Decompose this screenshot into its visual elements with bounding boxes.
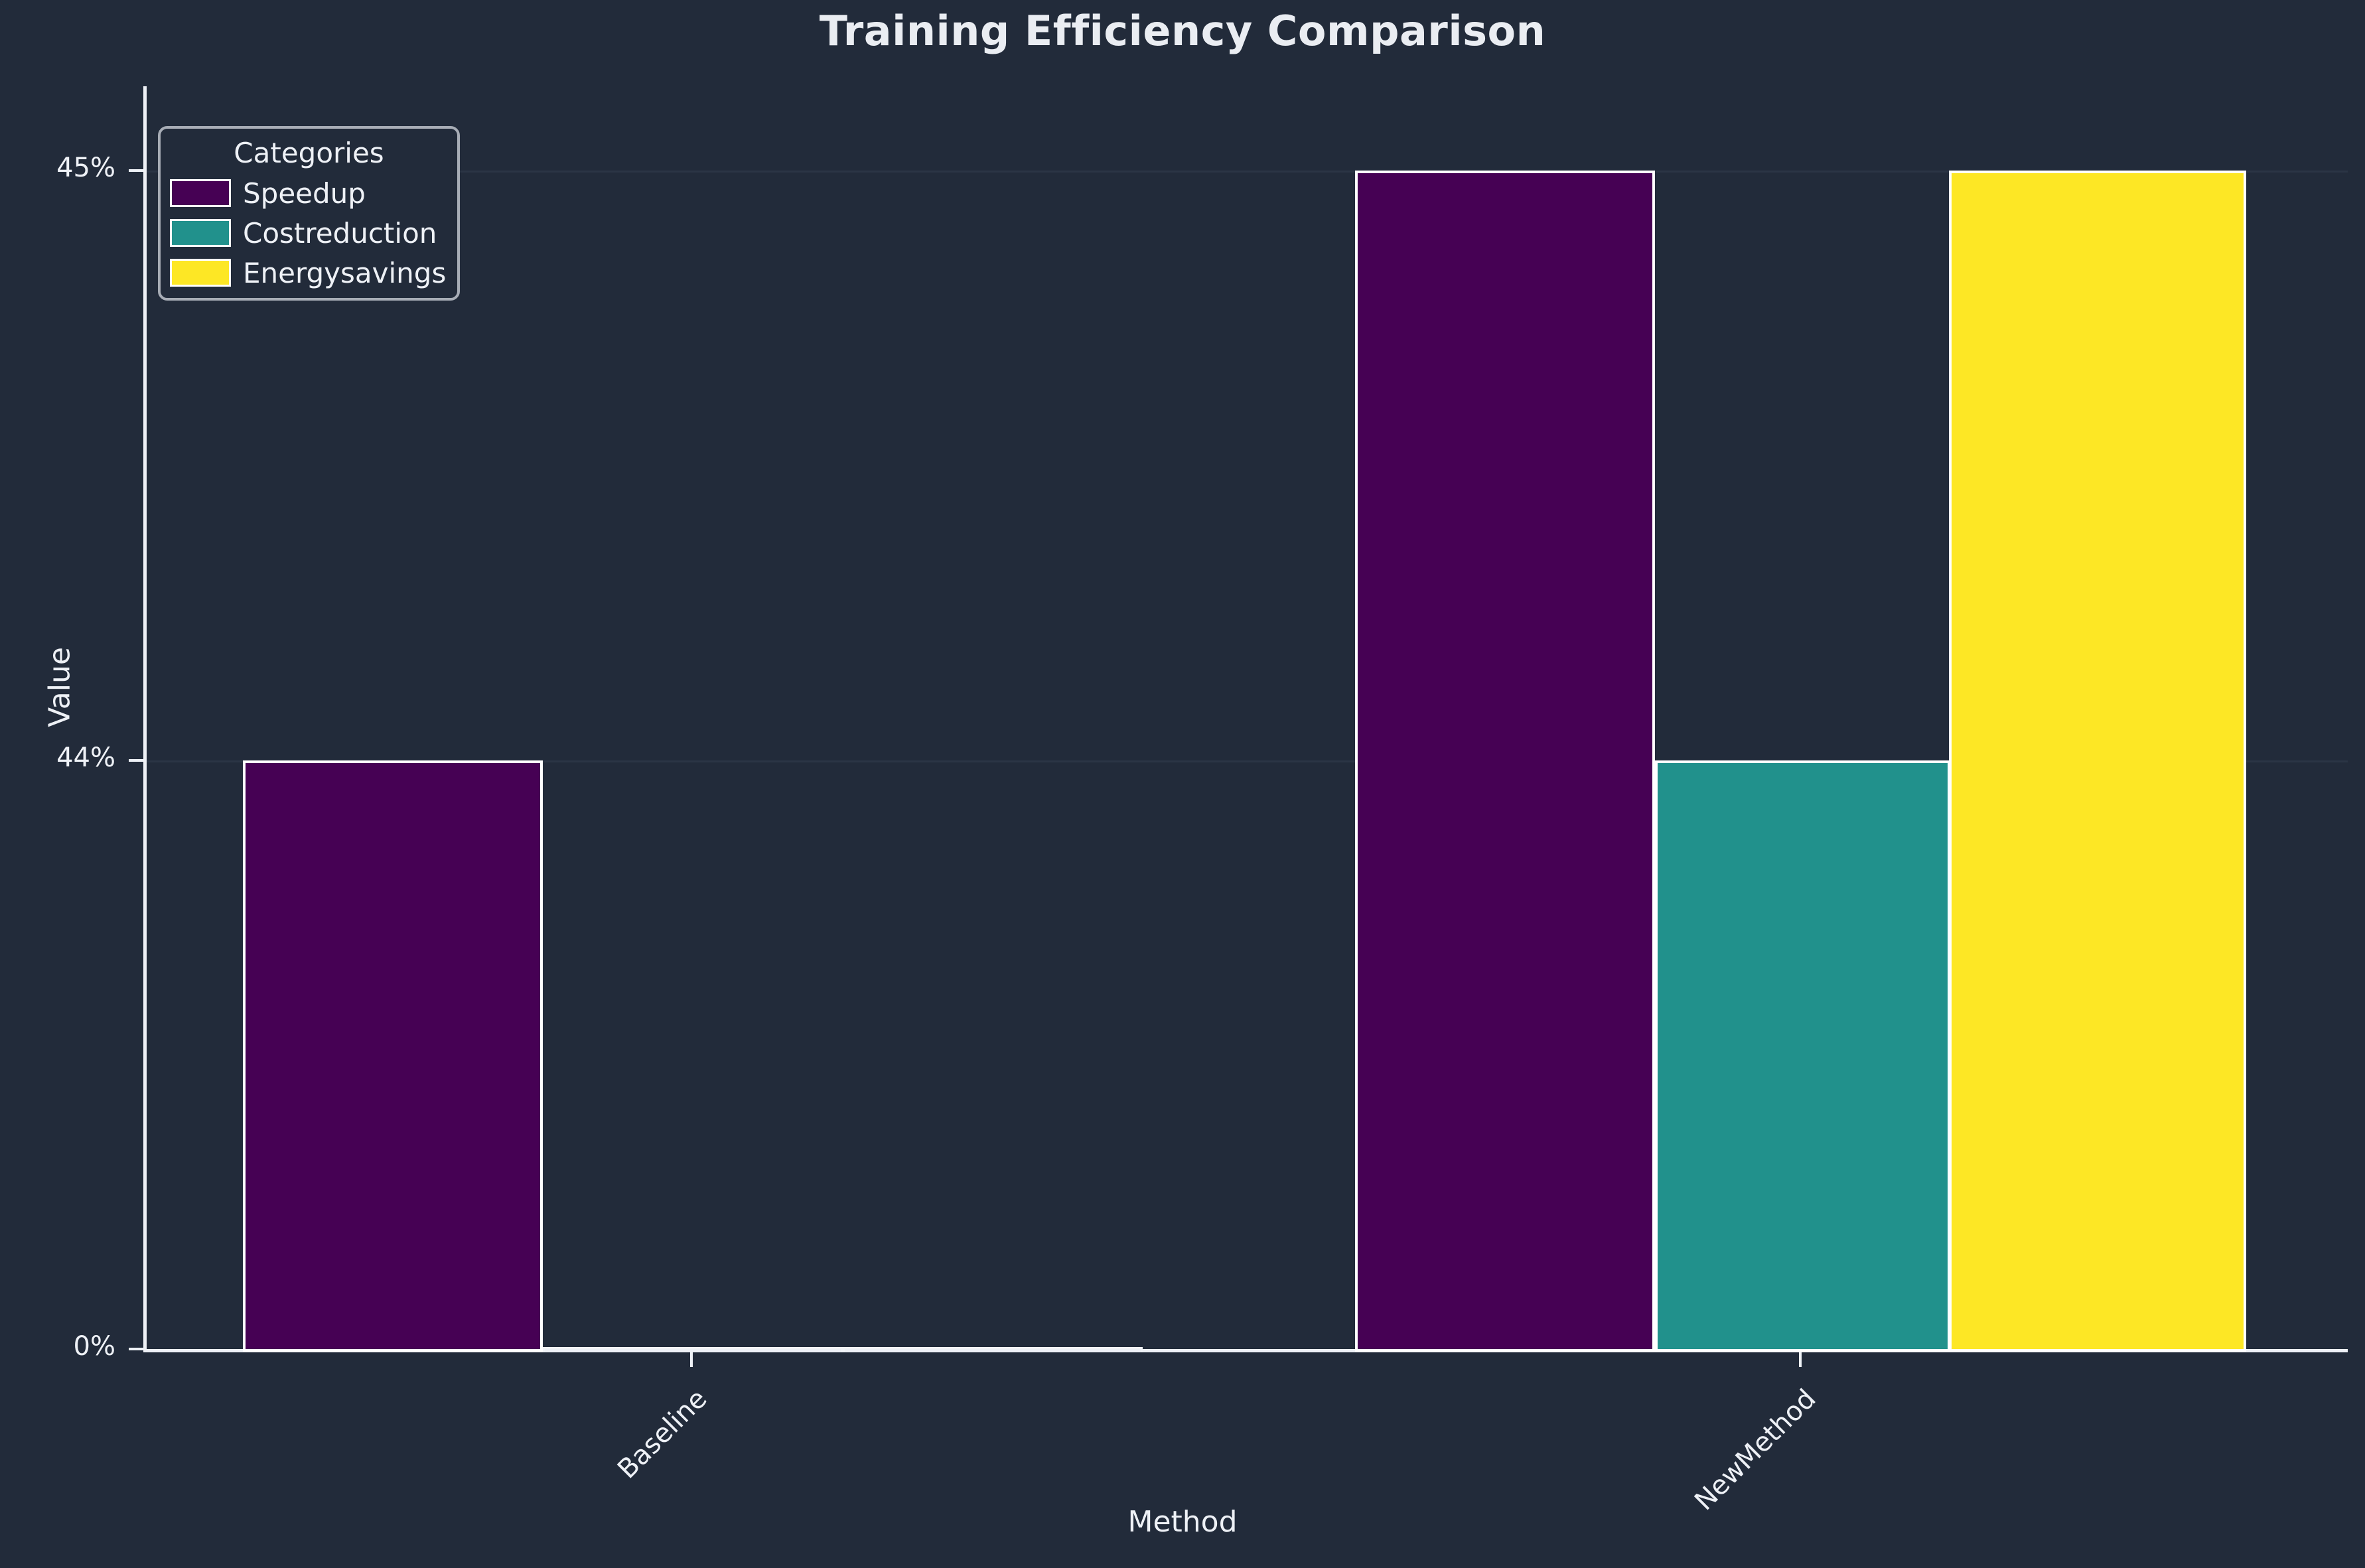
legend-item-label: Costreduction	[243, 216, 437, 249]
legend-swatch-icon	[170, 219, 231, 247]
y-tick-mark	[129, 1348, 143, 1350]
y-tick-mark	[129, 759, 143, 762]
y-tick-label: 44%	[56, 743, 115, 773]
y-tick-label: 45%	[56, 153, 115, 183]
bar-baseline-energysavings[interactable]	[843, 1347, 1143, 1352]
bar-newmethod-costreduction[interactable]	[1655, 760, 1950, 1352]
x-tick-mark	[1799, 1352, 1802, 1367]
legend-item-speedup[interactable]: Speedup	[161, 173, 457, 213]
y-tick-label: 0%	[73, 1331, 115, 1362]
legend-item-energysavings[interactable]: Energysavings	[161, 253, 457, 293]
y-axis-label: Value	[42, 647, 77, 727]
legend-title: Categories	[234, 137, 384, 169]
bar-newmethod-energysavings[interactable]	[1949, 171, 2246, 1352]
gridline	[143, 760, 2348, 762]
bar-newmethod-speedup[interactable]	[1355, 171, 1655, 1352]
page-title: Training Efficiency Comparison	[819, 7, 1546, 55]
bar-baseline-costreduction[interactable]	[543, 1347, 843, 1352]
x-tick-label: Baseline	[612, 1384, 713, 1485]
plot-area	[143, 86, 2348, 1350]
legend-item-label: Energysavings	[243, 256, 447, 289]
x-tick-label: NewMethod	[1689, 1384, 1822, 1517]
y-axis-spine	[143, 86, 147, 1350]
legend-items: Speedup Costreduction Energysavings	[161, 173, 457, 293]
legend: Categories Speedup Costreduction Energysav…	[158, 126, 460, 301]
x-axis-label: Method	[1127, 1505, 1238, 1539]
x-tick-mark	[690, 1352, 693, 1367]
gridline	[143, 171, 2348, 173]
bar-baseline-speedup[interactable]	[243, 760, 543, 1352]
x-axis-spine	[143, 1349, 2348, 1352]
y-tick-mark	[129, 169, 143, 172]
legend-item-label: Speedup	[243, 177, 366, 210]
legend-swatch-icon	[170, 259, 231, 287]
legend-item-costreduction[interactable]: Costreduction	[161, 213, 457, 253]
legend-swatch-icon	[170, 179, 231, 207]
